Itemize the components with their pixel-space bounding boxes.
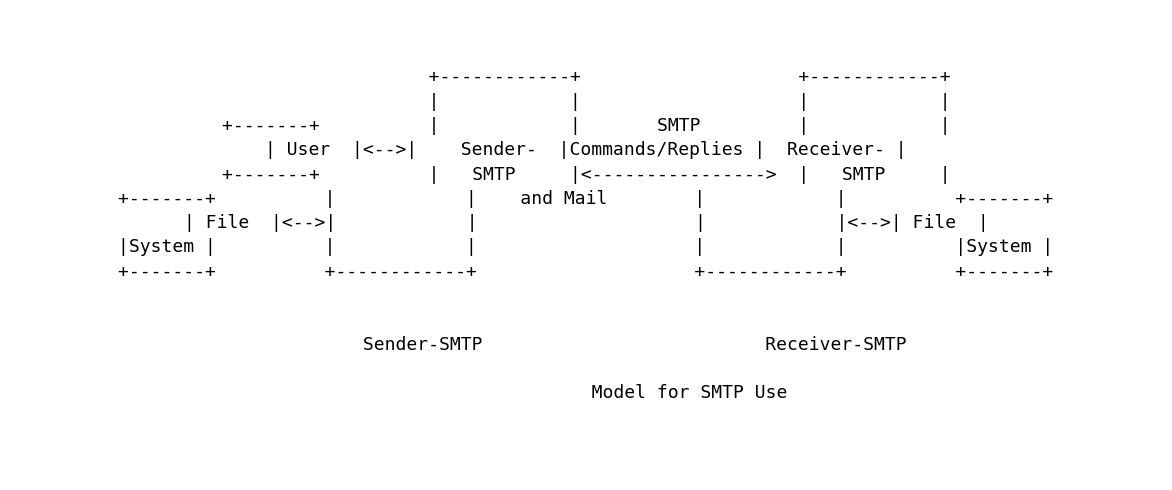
Text: +------------+                    +------------+
                   |           : +------------+ +------------+ |	[118, 69, 1054, 402]
